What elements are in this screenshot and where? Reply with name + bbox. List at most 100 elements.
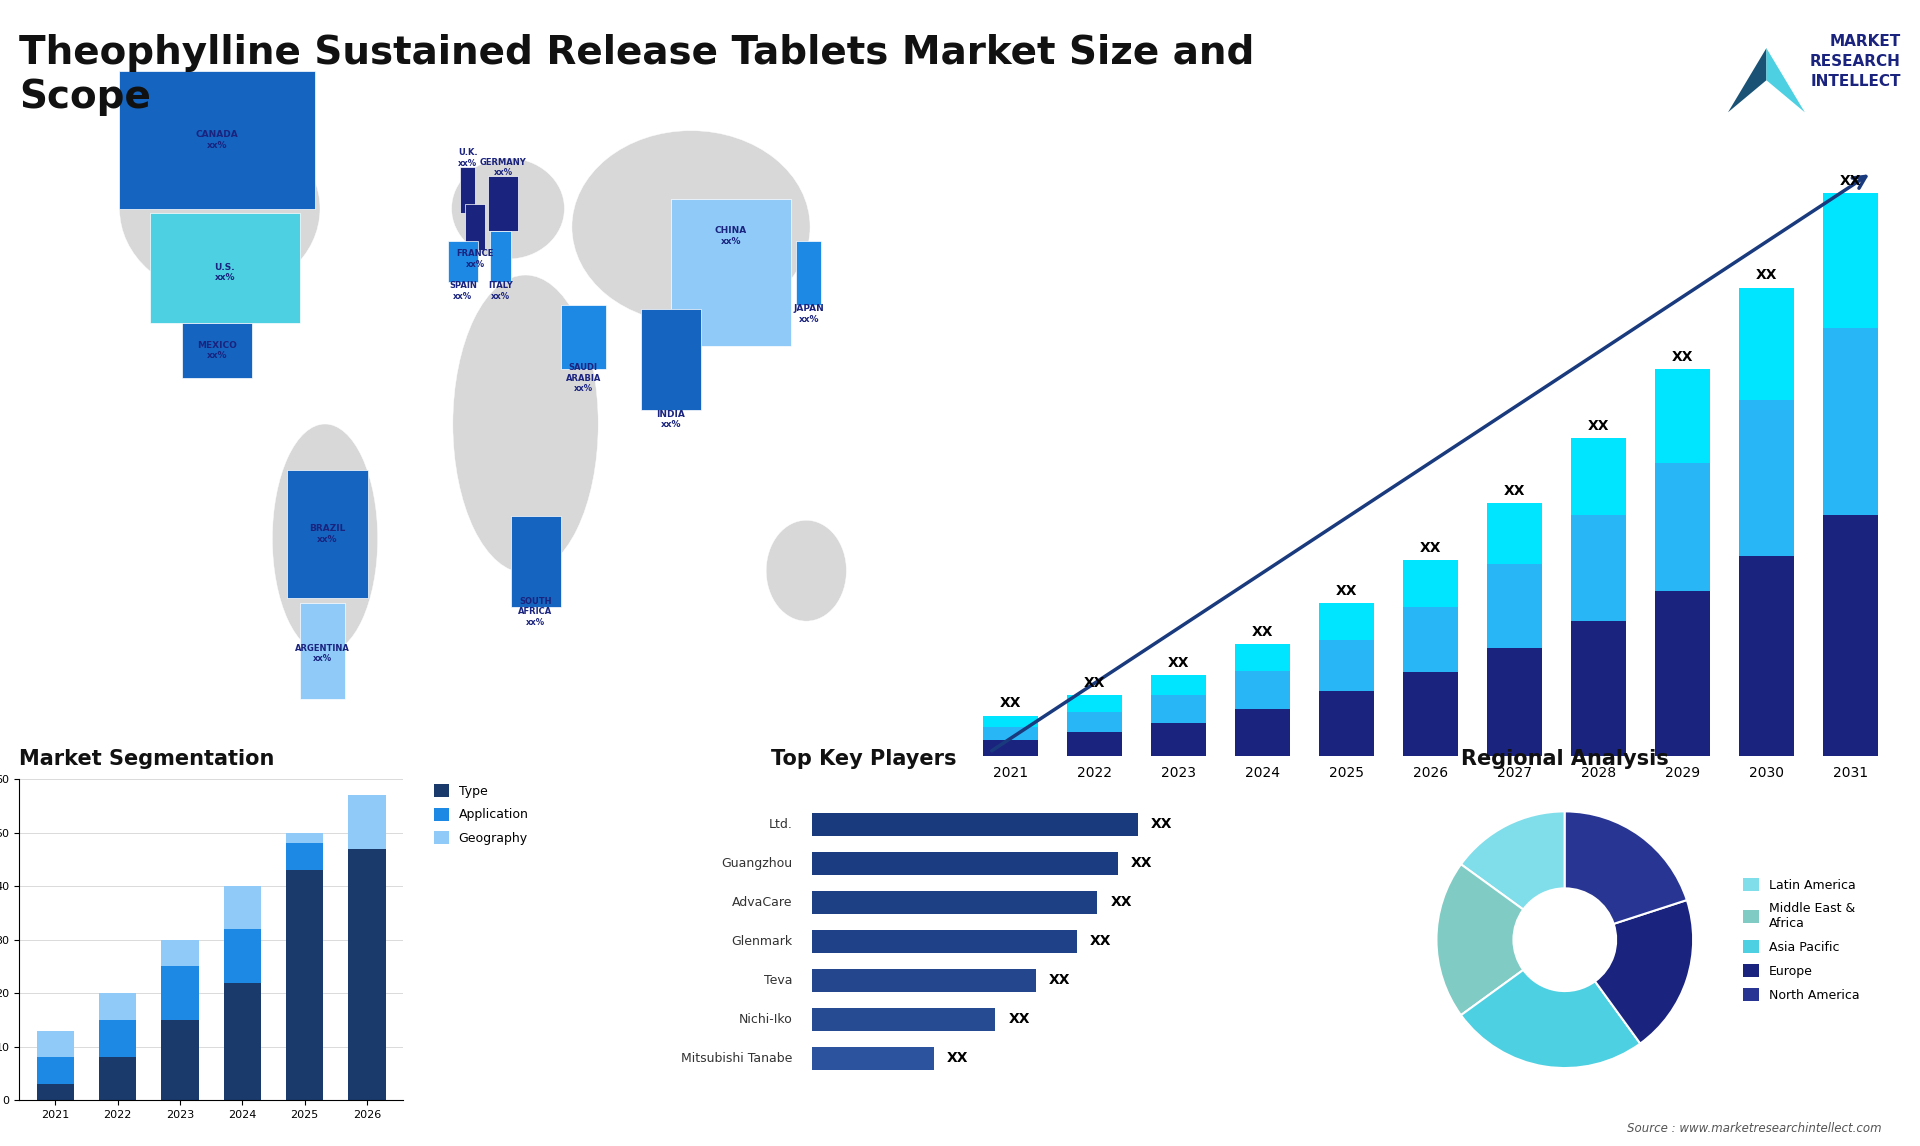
Text: XX: XX	[1503, 484, 1524, 497]
Bar	[1488, 503, 1542, 564]
Text: MEXICO
xx%: MEXICO xx%	[198, 342, 238, 360]
Bar	[348, 795, 386, 849]
Bar	[161, 966, 200, 1020]
Bar	[161, 940, 200, 966]
Legend: Type, Application, Geography: Type, Application, Geography	[428, 779, 534, 850]
Bar	[161, 1020, 200, 1100]
Bar	[812, 1007, 995, 1031]
Bar	[1152, 722, 1206, 756]
Bar	[447, 241, 478, 282]
Bar	[1404, 560, 1457, 607]
Text: XX: XX	[1091, 934, 1112, 949]
Bar	[812, 929, 1077, 953]
Bar	[1068, 696, 1121, 712]
Bar	[1152, 675, 1206, 696]
Bar	[300, 603, 346, 699]
Bar	[1740, 400, 1793, 556]
Text: XX: XX	[1152, 817, 1173, 832]
Text: XX: XX	[1336, 584, 1357, 598]
Bar	[223, 886, 261, 929]
Text: XX: XX	[1419, 541, 1442, 555]
Text: MARKET
RESEARCH
INTELLECT: MARKET RESEARCH INTELLECT	[1811, 34, 1901, 89]
Bar	[348, 849, 386, 1100]
Bar	[1571, 438, 1626, 516]
Bar	[1235, 644, 1290, 672]
Bar	[812, 1046, 935, 1070]
Bar	[490, 231, 511, 282]
Text: XX: XX	[1672, 350, 1693, 363]
Bar	[812, 851, 1117, 876]
Text: U.S.
xx%: U.S. xx%	[215, 264, 234, 282]
Text: AdvaCare: AdvaCare	[732, 896, 793, 909]
Bar	[1319, 639, 1373, 691]
Text: XX: XX	[1048, 973, 1071, 988]
Text: XX: XX	[1755, 268, 1778, 282]
Bar	[286, 833, 323, 843]
Text: XX: XX	[947, 1051, 970, 1066]
Bar	[983, 716, 1037, 727]
Text: U.K.
xx%: U.K. xx%	[459, 149, 478, 167]
Bar	[1319, 691, 1373, 756]
Text: XX: XX	[1110, 895, 1133, 910]
Text: ITALY
xx%: ITALY xx%	[488, 282, 513, 300]
Legend: Latin America, Middle East &
Africa, Asia Pacific, Europe, North America: Latin America, Middle East & Africa, Asi…	[1738, 873, 1864, 1006]
Bar	[641, 309, 701, 410]
Text: XX: XX	[1588, 418, 1609, 433]
Bar	[983, 740, 1037, 756]
Text: XX: XX	[1083, 676, 1106, 690]
Bar	[1824, 193, 1878, 329]
Bar	[561, 305, 605, 369]
Ellipse shape	[453, 275, 599, 573]
Bar	[1571, 516, 1626, 621]
Bar	[1740, 288, 1793, 400]
Text: SAUDI
ARABIA
xx%: SAUDI ARABIA xx%	[566, 363, 601, 393]
Bar	[511, 516, 561, 607]
Bar	[36, 1084, 75, 1100]
Title: Regional Analysis: Regional Analysis	[1461, 749, 1668, 769]
Ellipse shape	[766, 520, 847, 621]
Text: Nichi-Iko: Nichi-Iko	[739, 1013, 793, 1026]
Ellipse shape	[572, 131, 810, 323]
Bar	[286, 870, 323, 1100]
Bar	[119, 71, 315, 209]
Text: XX: XX	[1252, 625, 1273, 638]
Bar	[1404, 607, 1457, 673]
Bar	[1571, 621, 1626, 756]
Bar	[1655, 369, 1709, 463]
Text: SOUTH
AFRICA
xx%: SOUTH AFRICA xx%	[518, 597, 553, 627]
Bar	[1740, 556, 1793, 756]
Text: Glenmark: Glenmark	[732, 935, 793, 948]
Bar	[1488, 647, 1542, 756]
Bar	[983, 727, 1037, 740]
Text: XX: XX	[1839, 174, 1860, 188]
Ellipse shape	[451, 158, 564, 259]
Text: Theophylline Sustained Release Tablets Market Size and
Scope: Theophylline Sustained Release Tablets M…	[19, 34, 1254, 117]
Text: JAPAN
xx%: JAPAN xx%	[793, 305, 824, 323]
Text: CANADA
xx%: CANADA xx%	[196, 131, 238, 149]
Wedge shape	[1565, 811, 1688, 924]
Wedge shape	[1461, 970, 1640, 1068]
Bar	[100, 1058, 136, 1100]
Bar	[1655, 463, 1709, 591]
Bar	[812, 890, 1098, 915]
Text: Market Segmentation: Market Segmentation	[19, 749, 275, 769]
Ellipse shape	[273, 424, 378, 653]
Wedge shape	[1461, 811, 1565, 910]
Bar	[100, 994, 136, 1020]
Bar	[488, 176, 518, 231]
Text: BRAZIL
xx%: BRAZIL xx%	[309, 525, 346, 543]
Text: Teva: Teva	[764, 974, 793, 987]
Bar	[286, 843, 323, 870]
Bar	[36, 1030, 75, 1058]
Text: Guangzhou: Guangzhou	[722, 857, 793, 870]
Bar	[465, 204, 486, 250]
Bar	[1488, 564, 1542, 647]
Bar	[1824, 329, 1878, 516]
Bar	[100, 1020, 136, 1058]
Bar	[812, 968, 1037, 992]
Text: Source : www.marketresearchintellect.com: Source : www.marketresearchintellect.com	[1626, 1122, 1882, 1135]
Title: Top Key Players: Top Key Players	[772, 749, 956, 769]
Bar	[1319, 603, 1373, 639]
Bar	[150, 213, 300, 323]
Bar	[1068, 712, 1121, 732]
